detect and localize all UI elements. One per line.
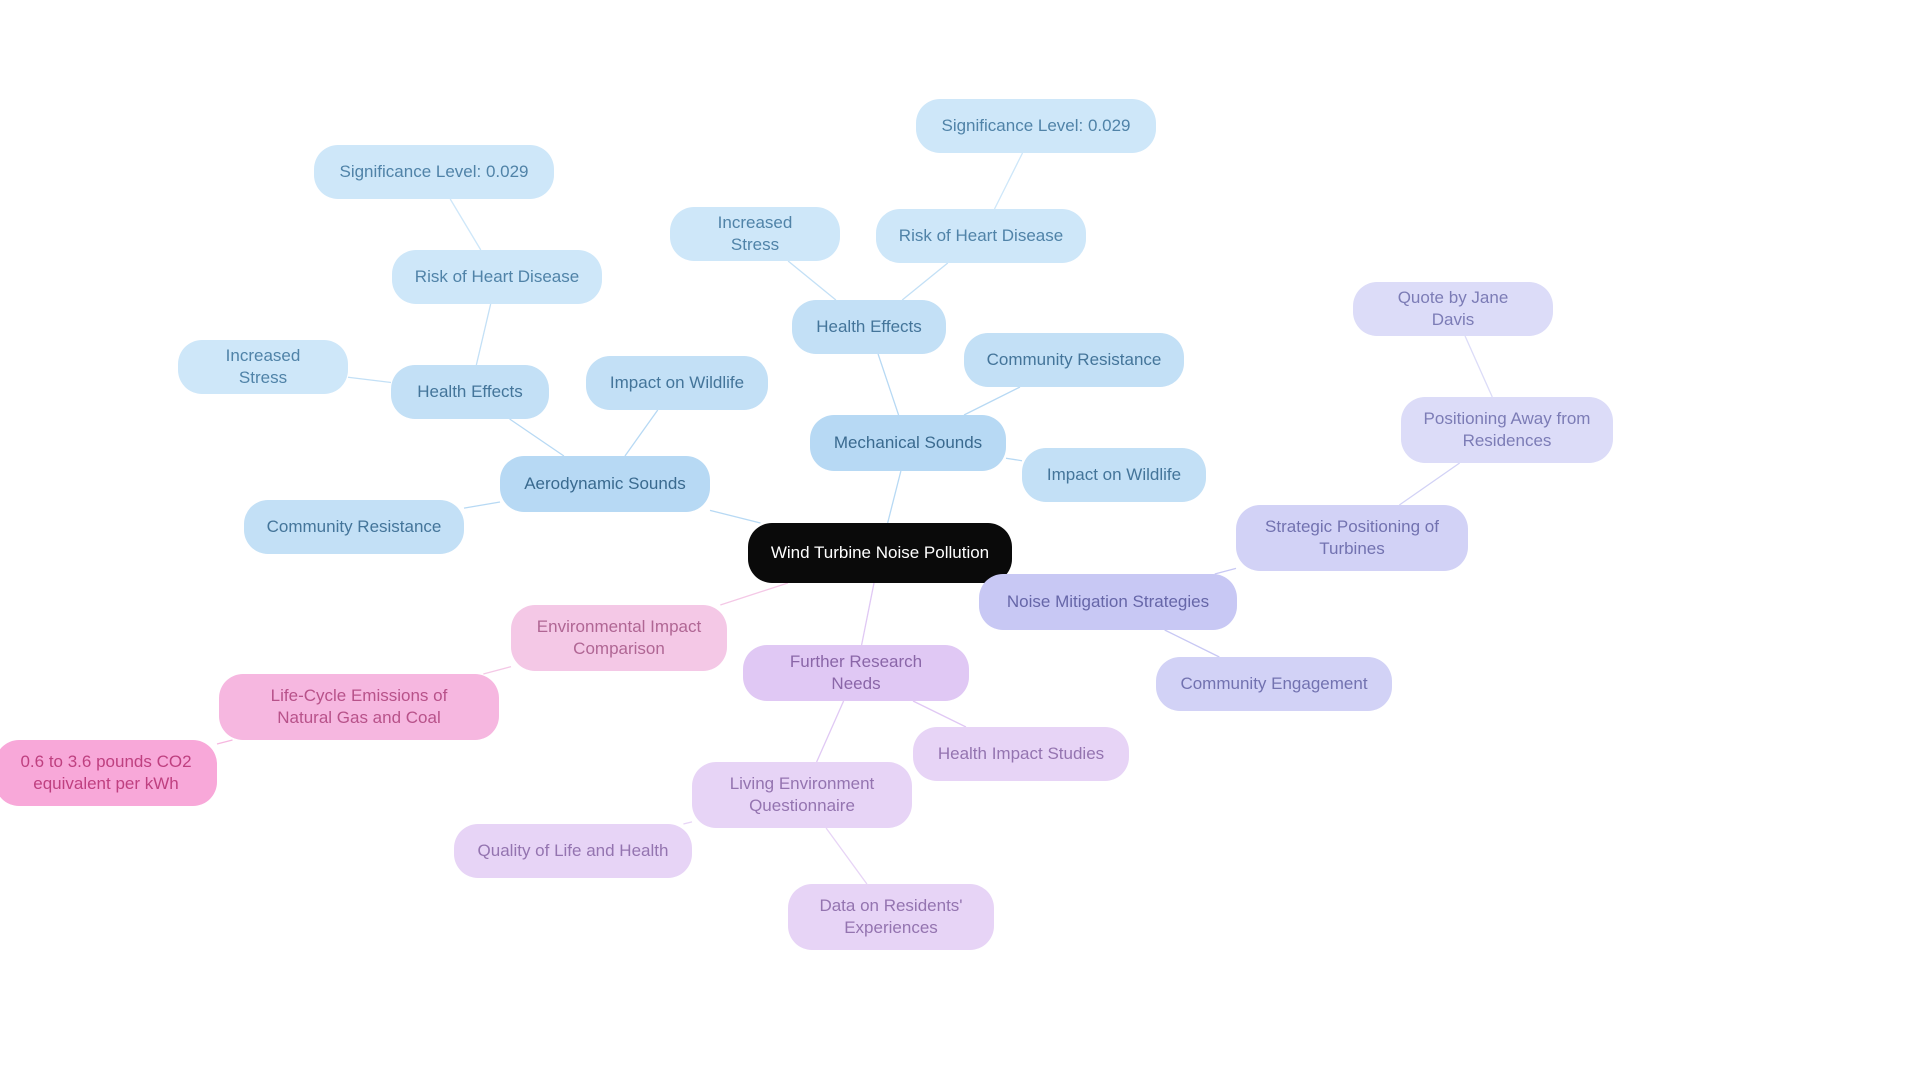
node-env_lce[interactable]: Life-Cycle Emissions of Natural Gas and … bbox=[219, 674, 499, 740]
edge-root-mech bbox=[888, 471, 901, 523]
node-mech_heart[interactable]: Risk of Heart Disease bbox=[876, 209, 1086, 263]
node-aero_stress[interactable]: Increased Stress bbox=[178, 340, 348, 394]
node-research[interactable]: Further Research Needs bbox=[743, 645, 969, 701]
edge-mitig_pos-mitig_away bbox=[1399, 463, 1459, 505]
edge-mech_health-mech_heart bbox=[902, 263, 948, 300]
node-res_health[interactable]: Health Impact Studies bbox=[913, 727, 1129, 781]
node-mech_wildlife[interactable]: Impact on Wildlife bbox=[1022, 448, 1206, 502]
node-aero_heart[interactable]: Risk of Heart Disease bbox=[392, 250, 602, 304]
node-mech_health[interactable]: Health Effects bbox=[792, 300, 946, 354]
node-mech[interactable]: Mechanical Sounds bbox=[810, 415, 1006, 471]
edge-mitig_away-mitig_quote bbox=[1465, 336, 1492, 397]
node-mech_stress[interactable]: Increased Stress bbox=[670, 207, 840, 261]
node-env_co2[interactable]: 0.6 to 3.6 pounds CO2 equivalent per kWh bbox=[0, 740, 217, 806]
edge-aero-aero_health bbox=[510, 419, 564, 456]
node-mech_sig[interactable]: Significance Level: 0.029 bbox=[916, 99, 1156, 153]
node-res_leq[interactable]: Living Environment Questionnaire bbox=[692, 762, 912, 828]
node-res_data[interactable]: Data on Residents' Experiences bbox=[788, 884, 994, 950]
node-mitig_away[interactable]: Positioning Away from Residences bbox=[1401, 397, 1613, 463]
edge-aero_heart-aero_sig bbox=[450, 199, 481, 250]
node-res_qol[interactable]: Quality of Life and Health bbox=[454, 824, 692, 878]
edge-res_leq-res_qol bbox=[683, 822, 692, 824]
node-mitig_engage[interactable]: Community Engagement bbox=[1156, 657, 1392, 711]
edge-root-research bbox=[862, 583, 874, 645]
edge-res_leq-res_data bbox=[826, 828, 867, 884]
node-aero_wildlife[interactable]: Impact on Wildlife bbox=[586, 356, 768, 410]
edge-mech-mech_community bbox=[964, 387, 1020, 415]
mindmap-canvas: Wind Turbine Noise Pollution Aerodynamic … bbox=[0, 0, 1920, 1083]
node-aero_health[interactable]: Health Effects bbox=[391, 365, 549, 419]
edge-aero-aero_wildlife bbox=[625, 410, 658, 456]
node-root[interactable]: Wind Turbine Noise Pollution bbox=[748, 523, 1012, 583]
edge-root-aero bbox=[710, 510, 760, 523]
node-mitig_quote[interactable]: Quote by Jane Davis bbox=[1353, 282, 1553, 336]
node-mech_community[interactable]: Community Resistance bbox=[964, 333, 1184, 387]
edge-mech-mech_health bbox=[878, 354, 899, 415]
node-mitig_pos[interactable]: Strategic Positioning of Turbines bbox=[1236, 505, 1468, 571]
node-mitig[interactable]: Noise Mitigation Strategies bbox=[979, 574, 1237, 630]
edge-mech_heart-mech_sig bbox=[995, 153, 1023, 209]
edge-research-res_health bbox=[913, 701, 966, 727]
edge-mitig-mitig_engage bbox=[1165, 630, 1220, 657]
node-aero_community[interactable]: Community Resistance bbox=[244, 500, 464, 554]
edge-env_lce-env_co2 bbox=[217, 740, 233, 744]
edge-aero_health-aero_heart bbox=[476, 304, 490, 365]
edge-aero-aero_community bbox=[464, 502, 500, 508]
node-aero_sig[interactable]: Significance Level: 0.029 bbox=[314, 145, 554, 199]
node-aero[interactable]: Aerodynamic Sounds bbox=[500, 456, 710, 512]
edge-root-env bbox=[720, 583, 788, 605]
node-env[interactable]: Environmental Impact Comparison bbox=[511, 605, 727, 671]
edge-mitig-mitig_pos bbox=[1215, 568, 1236, 574]
edge-mech-mech_wildlife bbox=[1006, 458, 1022, 460]
edge-env-env_lce bbox=[483, 667, 511, 674]
edge-mech_health-mech_stress bbox=[788, 261, 836, 300]
edge-aero_health-aero_stress bbox=[348, 377, 391, 382]
edge-research-res_leq bbox=[817, 701, 844, 762]
